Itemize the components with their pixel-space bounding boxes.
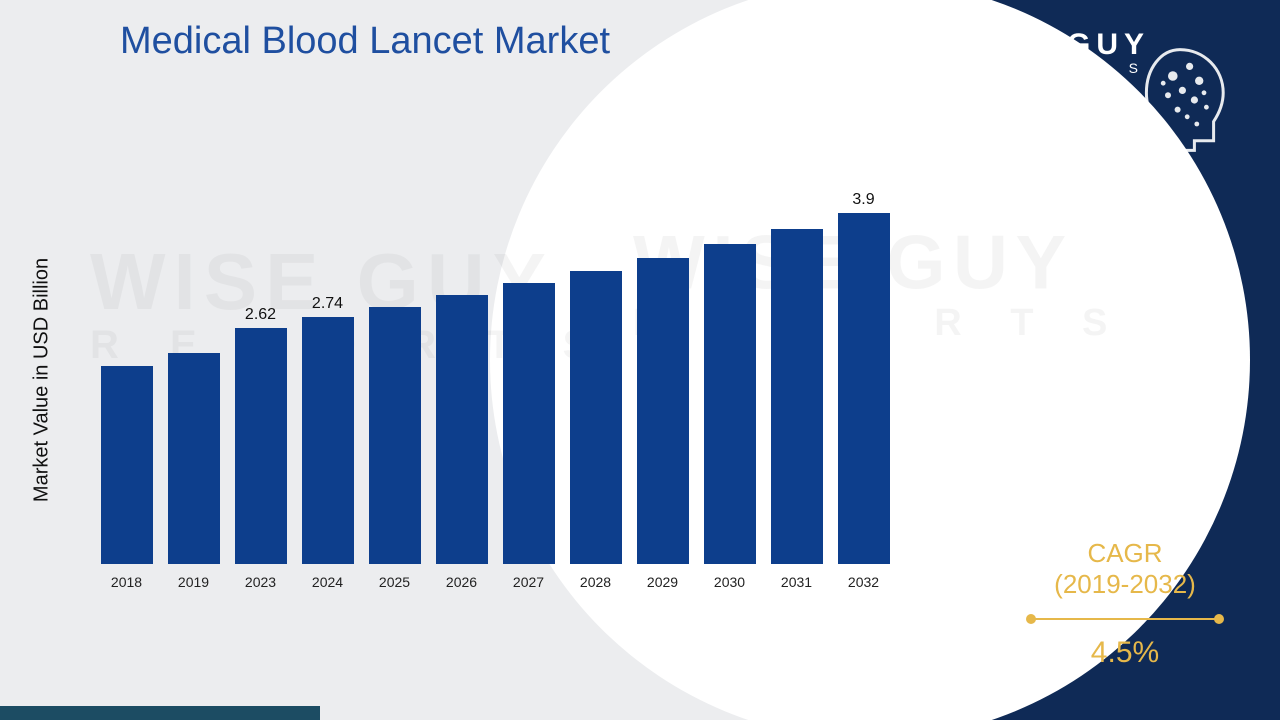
- bar-2027: [502, 261, 555, 564]
- bar-rect: [503, 283, 555, 564]
- cagr-block: CAGR (2019-2032) 4.5%: [1010, 538, 1240, 670]
- chart-title: Medical Blood Lancet Market: [120, 20, 610, 63]
- bar-rect: [838, 213, 890, 564]
- bar-2031: [770, 207, 823, 564]
- y-axis-label: Market Value in USD Billion: [31, 258, 54, 502]
- bar-2023: 2.62: [234, 306, 287, 564]
- cagr-label: CAGR: [1010, 538, 1240, 569]
- bar-rect: [101, 366, 153, 564]
- x-tick-2026: 2026: [435, 574, 488, 590]
- x-tick-2032: 2032: [837, 574, 890, 590]
- bar-2025: [368, 285, 421, 564]
- bar-value-label: 3.9: [852, 191, 874, 209]
- bar-rect: [302, 317, 354, 564]
- x-tick-2027: 2027: [502, 574, 555, 590]
- x-axis-labels: 2018 2019 2023 2024 2025 2026 2027 2028 2029 2030…: [100, 574, 890, 590]
- brand-name: WISE GUY: [904, 28, 1150, 62]
- x-tick-2025: 2025: [368, 574, 421, 590]
- bar-2028: [569, 249, 622, 564]
- bar-2018: [100, 344, 153, 564]
- x-tick-2031: 2031: [770, 574, 823, 590]
- bar-rect: [704, 244, 756, 564]
- bars-container: 2.62 2.74 3.9: [100, 184, 890, 564]
- bar-value-label: 2.62: [245, 306, 276, 324]
- bar-2019: [167, 331, 220, 565]
- bar-rect: [235, 328, 287, 564]
- brand-logo: WISE GUY R E P O R T S: [904, 28, 1240, 76]
- x-tick-2019: 2019: [167, 574, 220, 590]
- x-tick-2029: 2029: [636, 574, 689, 590]
- x-tick-2024: 2024: [301, 574, 354, 590]
- bar-chart: Market Value in USD Billion 2.622.743.9 …: [90, 170, 890, 590]
- bar-rect: [369, 307, 421, 564]
- bar-2030: [703, 222, 756, 564]
- bar-rect: [436, 295, 488, 564]
- x-tick-2030: 2030: [703, 574, 756, 590]
- bar-2029: [636, 236, 689, 564]
- bar-value-label: 2.74: [312, 295, 343, 313]
- cagr-value: 4.5%: [1010, 636, 1240, 670]
- bar-rect: [771, 229, 823, 564]
- bar-rect: [637, 258, 689, 564]
- cagr-range: (2019-2032): [1010, 569, 1240, 600]
- x-tick-2023: 2023: [234, 574, 287, 590]
- bar-2032: 3.9: [837, 191, 890, 564]
- bar-rect: [168, 353, 220, 565]
- x-tick-2028: 2028: [569, 574, 622, 590]
- bar-2024: 2.74: [301, 295, 354, 564]
- bar-2026: [435, 273, 488, 564]
- bottom-accent-band: [0, 706, 320, 720]
- bar-rect: [570, 271, 622, 564]
- infographic-canvas: WISE GUY R E P O R T S WISE GUY R E P O …: [0, 0, 1280, 720]
- brand-subtitle: R E P O R T S: [904, 60, 1150, 76]
- cagr-divider: [1030, 618, 1220, 620]
- x-tick-2018: 2018: [100, 574, 153, 590]
